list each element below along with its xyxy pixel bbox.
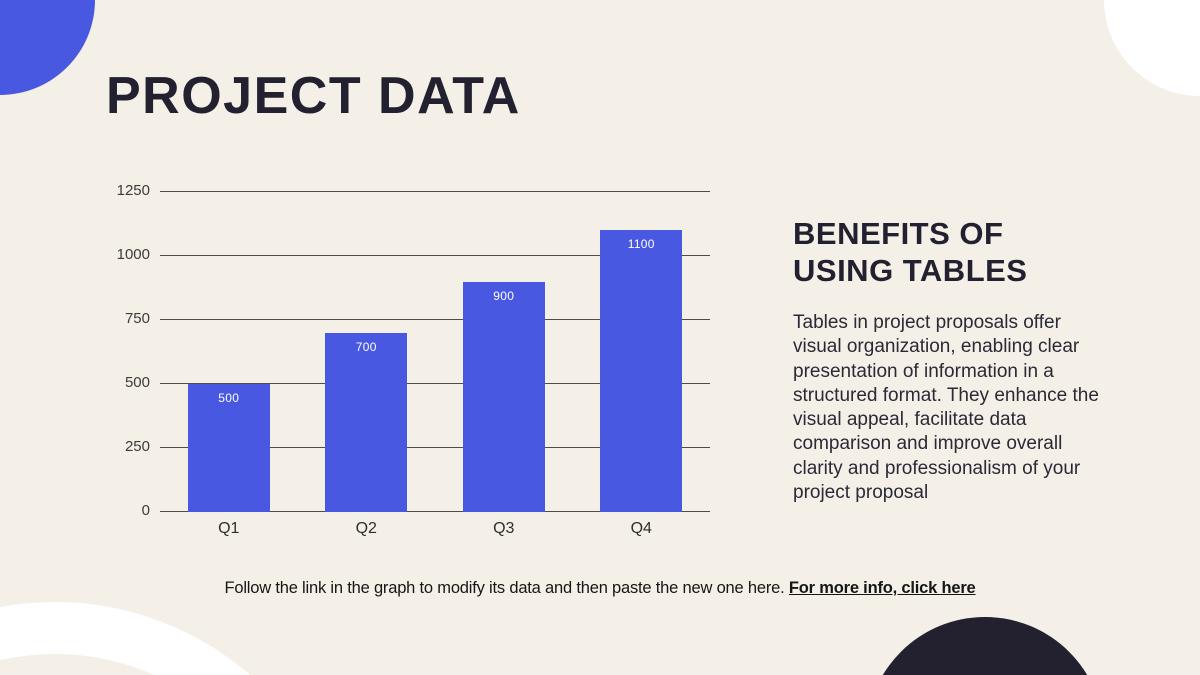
x-category-label-q1: Q1 [218,520,240,537]
bar-q2: 700 [325,332,408,512]
page-title: PROJECT DATA [106,67,521,125]
bar-value-label-q4: 1100 [627,237,655,252]
x-category-label-q3: Q3 [493,520,515,537]
footer-more-info-link[interactable]: For more info, click here [788,579,976,597]
bar-q1: 500 [187,384,270,512]
chart-plot-area: 0 250 500 750 1000 1250 500 Q1 700 Q2 900 Q3 1100 Q4 [117,182,710,537]
y-tick-label-1250: 1250 [116,182,150,199]
benefits-heading: BENEFITS OF USING TABLES [793,216,1028,288]
y-tick-label-250: 250 [124,438,150,455]
bar-value-label-q3: 900 [493,288,515,303]
gridline-y-1000 [160,255,710,256]
x-category-label-q4: Q4 [630,520,652,537]
gridline-y-250 [160,447,710,448]
x-category-label-q2: Q2 [355,520,377,537]
dark-circle-decoration [866,617,1104,675]
benefits-body-text: Tables in project proposals offer visual… [793,312,1099,504]
bar-q3: 900 [462,281,545,512]
gridline-y-1250 [160,191,710,192]
y-tick-label-500: 500 [124,374,150,391]
footer-note-text: Follow the link in the graph to modify i… [224,579,789,597]
bar-value-label-q1: 500 [218,391,240,405]
blue-quarter-circle-decoration [0,0,95,95]
gridline-y-0 [160,511,710,512]
footer-note: Follow the link in the graph to modify i… [0,579,1200,598]
gridline-y-750 [160,319,710,320]
benefits-section: BENEFITS OF USING TABLES Tables in proje… [793,215,1113,505]
white-ring-decoration [0,602,352,675]
white-quarter-circle-decoration [1104,0,1200,96]
y-tick-label-1000: 1000 [116,246,150,263]
bar-value-label-q2: 700 [355,339,377,354]
y-tick-label-0: 0 [141,502,150,519]
gridline-y-500 [160,383,710,384]
y-tick-label-750: 750 [124,310,150,327]
bar-q4: 1100 [600,230,683,512]
